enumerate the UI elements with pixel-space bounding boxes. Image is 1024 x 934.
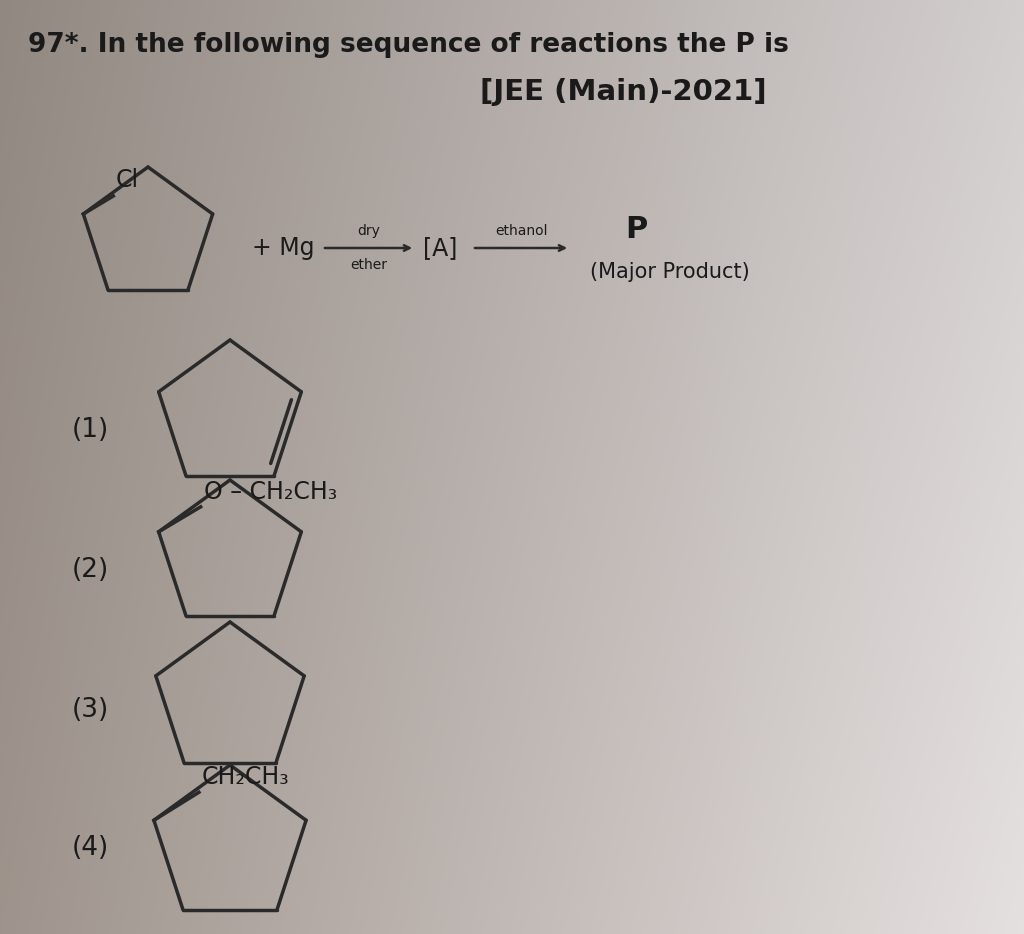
Text: Cl: Cl	[116, 168, 138, 192]
Text: [A]: [A]	[423, 236, 458, 260]
Text: [JEE (Main)-2021]: [JEE (Main)-2021]	[480, 78, 767, 106]
Text: (4): (4)	[72, 835, 110, 861]
Text: P: P	[625, 216, 647, 245]
Text: (3): (3)	[72, 697, 110, 723]
Text: (1): (1)	[72, 417, 110, 443]
Text: dry: dry	[357, 224, 380, 238]
Text: O – CH₂CH₃: O – CH₂CH₃	[204, 480, 337, 503]
Text: 97*. In the following sequence of reactions the P is: 97*. In the following sequence of reacti…	[28, 32, 788, 58]
Text: (Major Product): (Major Product)	[590, 262, 750, 282]
Text: + Mg: + Mg	[252, 236, 314, 260]
Text: CH₂CH₃: CH₂CH₃	[202, 765, 290, 789]
Text: ether: ether	[350, 258, 387, 272]
Text: (2): (2)	[72, 557, 110, 583]
Text: ethanol: ethanol	[495, 224, 547, 238]
